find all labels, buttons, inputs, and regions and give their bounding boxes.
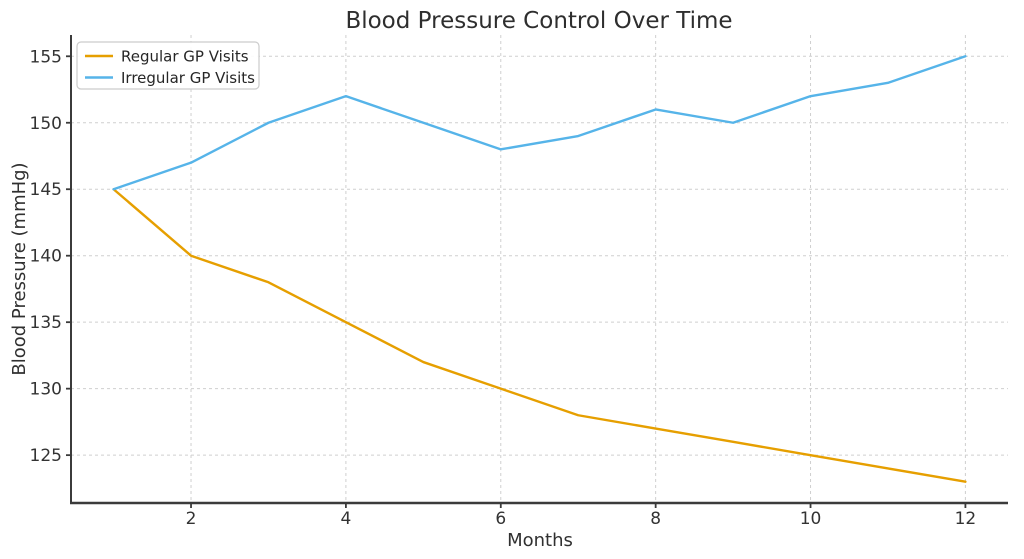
x-tick-label: 4 xyxy=(340,509,351,529)
y-tick-label: 150 xyxy=(30,114,62,134)
x-tick-label: 6 xyxy=(495,509,506,529)
x-tick-label: 2 xyxy=(186,509,197,529)
y-axis-label: Blood Pressure (mmHg) xyxy=(9,162,30,375)
axes-spines xyxy=(70,35,1008,505)
y-tick-label: 155 xyxy=(30,47,62,67)
tick-marks-and-labels: 2 4 6 8 10 12 125 130 135 140 145 150 155 xyxy=(30,47,977,529)
y-tick-label: 145 xyxy=(30,180,62,200)
chart-title: Blood Pressure Control Over Time xyxy=(345,8,732,34)
gridlines xyxy=(71,35,1008,503)
y-tick-label: 125 xyxy=(30,446,62,466)
x-tick-label: 8 xyxy=(650,509,661,529)
series-line-irregular-gp-visits xyxy=(112,55,967,191)
y-tick-label: 140 xyxy=(30,247,62,267)
legend-label-regular: Regular GP Visits xyxy=(121,48,249,66)
x-tick-label: 12 xyxy=(955,509,977,529)
legend-box xyxy=(76,41,260,90)
series-line-regular-gp-visits xyxy=(112,188,967,483)
y-tick-label: 130 xyxy=(30,380,62,400)
legend-label-irregular: Irregular GP Visits xyxy=(121,69,255,87)
data-series xyxy=(112,55,967,483)
x-axis-label: Months xyxy=(507,530,573,551)
x-tick-label: 10 xyxy=(800,509,822,529)
legend: Regular GP Visits Irregular GP Visits xyxy=(76,41,260,90)
y-tick-label: 135 xyxy=(30,313,62,333)
